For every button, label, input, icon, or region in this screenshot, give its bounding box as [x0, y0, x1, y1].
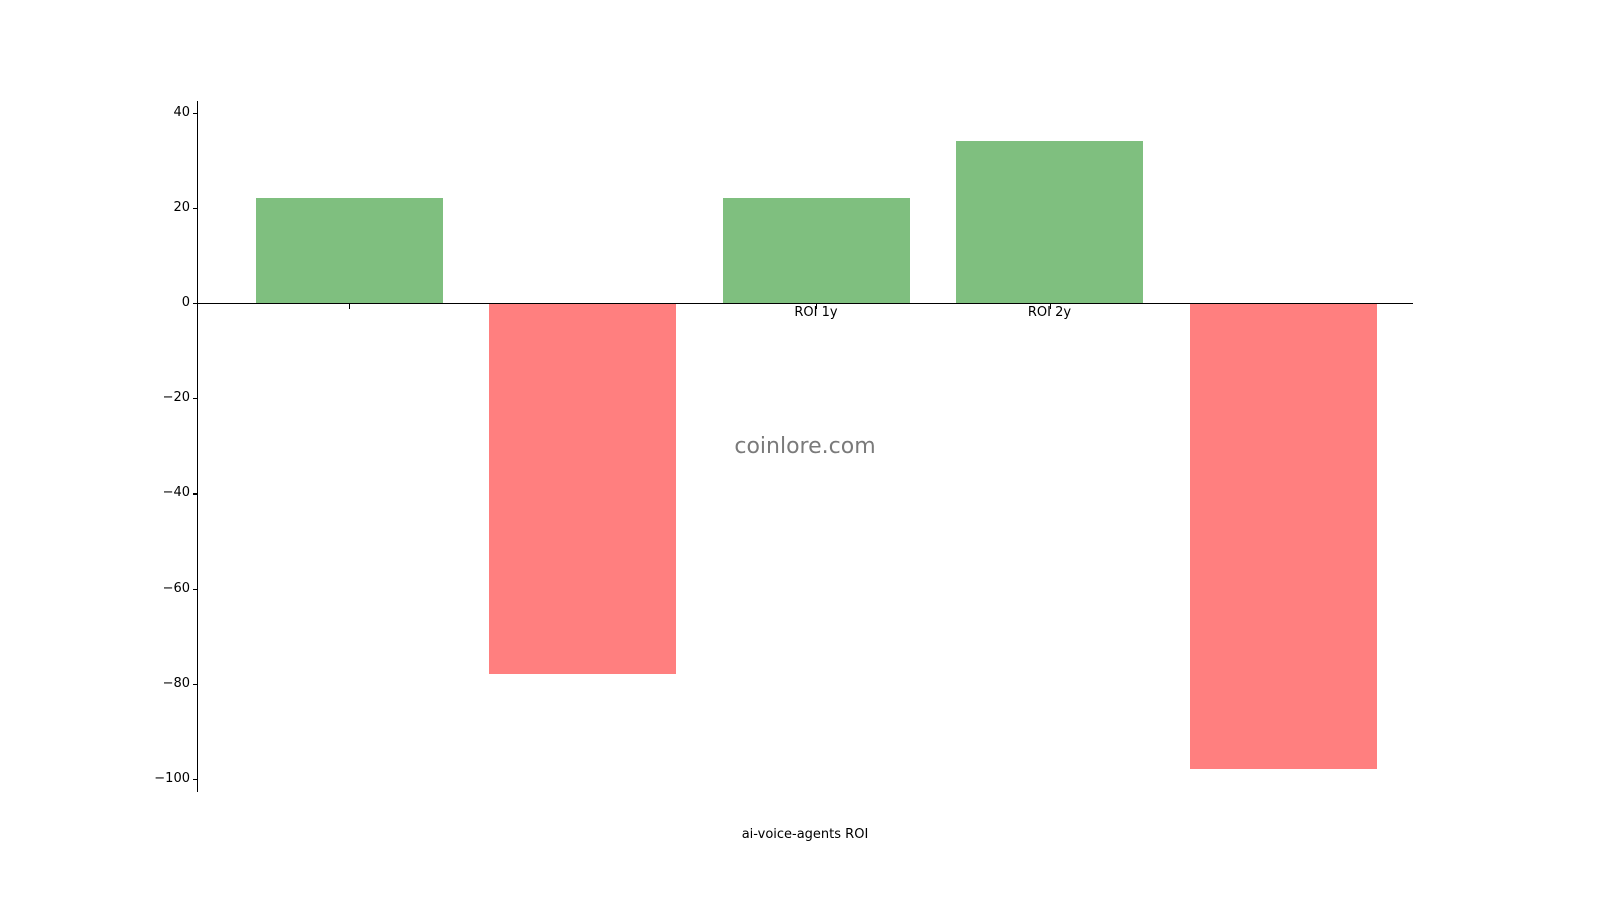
- x-axis-title: ai-voice-agents ROI: [741, 827, 869, 842]
- y-tick-label-40: 40: [173, 104, 190, 120]
- x-tick-mark-col-1: [349, 304, 351, 309]
- bar-roi-1y: [722, 198, 910, 303]
- coinlore-watermark: coinlore.com: [734, 434, 876, 459]
- y-tick-mark--60: [192, 588, 197, 590]
- y-tick-mark--80: [192, 683, 197, 686]
- y-tick-label--100: −100: [154, 771, 190, 786]
- y-tick-label-0: 0: [181, 295, 190, 310]
- bar-col-2: [489, 303, 676, 675]
- x-tick-label-roi-2y: ROI 2y: [1027, 305, 1072, 320]
- y-tick-mark-20: [192, 207, 197, 210]
- bar-roi-2y: [956, 141, 1143, 303]
- bar-col-5: [1189, 303, 1377, 770]
- x-tick-mark-roi-1y: [816, 304, 818, 309]
- y-tick-label--60: −60: [162, 580, 190, 596]
- y-tick-label--80: −80: [162, 675, 190, 691]
- y-axis-spine: [197, 101, 199, 792]
- y-tick-mark--20: [192, 398, 197, 400]
- x-tick-label-roi-1y: ROI 1y: [794, 305, 838, 320]
- x-tick-mark-roi-2y: [1049, 304, 1051, 309]
- y-tick-label--20: −20: [162, 390, 190, 406]
- x-axis-zero-line: [197, 303, 1413, 305]
- y-tick-mark-0: [192, 303, 197, 305]
- bar-col-1: [255, 198, 443, 303]
- y-tick-mark--40: [192, 493, 197, 495]
- y-tick-mark--100: [192, 779, 197, 781]
- y-tick-label-20: 20: [173, 199, 190, 215]
- y-tick-mark-40: [192, 112, 197, 114]
- y-tick-label--40: −40: [162, 485, 190, 501]
